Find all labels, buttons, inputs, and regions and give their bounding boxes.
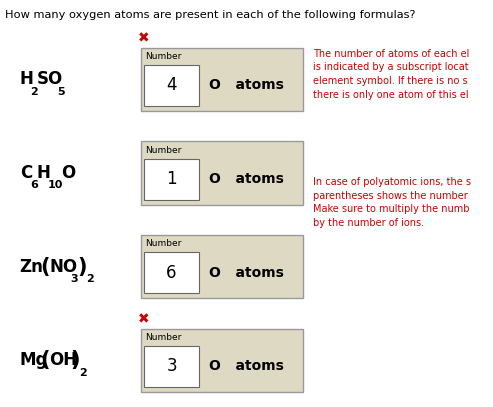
Text: ): ) (70, 350, 79, 370)
Text: Zn: Zn (20, 258, 43, 276)
Text: 5: 5 (58, 87, 65, 97)
Text: 2: 2 (30, 87, 38, 97)
Text: ✖: ✖ (138, 313, 150, 326)
FancyBboxPatch shape (141, 235, 303, 298)
Text: Number: Number (145, 146, 182, 155)
FancyBboxPatch shape (141, 329, 303, 392)
Text: 3: 3 (166, 357, 177, 375)
Text: 6: 6 (166, 264, 177, 282)
FancyBboxPatch shape (141, 48, 303, 111)
Text: O   atoms: O atoms (209, 79, 283, 92)
FancyBboxPatch shape (144, 252, 199, 293)
Text: C: C (20, 164, 32, 182)
FancyBboxPatch shape (144, 346, 199, 387)
Text: (: ( (40, 350, 50, 370)
Text: 3: 3 (70, 274, 77, 284)
Text: 2: 2 (86, 274, 94, 284)
Text: Mg: Mg (20, 351, 48, 369)
Text: H: H (20, 70, 34, 88)
Text: O   atoms: O atoms (209, 359, 283, 373)
Text: Number: Number (145, 52, 182, 61)
FancyBboxPatch shape (144, 65, 199, 106)
Text: NO: NO (49, 258, 77, 276)
FancyBboxPatch shape (144, 159, 199, 200)
Text: In case of polyatomic ions, the s
parentheses shows the number
Make sure to mult: In case of polyatomic ions, the s parent… (313, 177, 471, 228)
Text: Number: Number (145, 239, 182, 248)
Text: (: ( (40, 256, 50, 277)
Text: H: H (37, 164, 51, 182)
Text: ✖: ✖ (138, 32, 150, 46)
Text: 10: 10 (47, 180, 63, 190)
Text: O   atoms: O atoms (209, 266, 283, 280)
Text: OH: OH (49, 351, 77, 369)
Text: How many oxygen atoms are present in each of the following formulas?: How many oxygen atoms are present in eac… (5, 10, 416, 20)
FancyBboxPatch shape (141, 142, 303, 205)
Text: The number of atoms of each el
is indicated by a subscript locat
element symbol.: The number of atoms of each el is indica… (313, 49, 469, 100)
Text: Number: Number (145, 333, 182, 342)
Text: SO: SO (37, 70, 63, 88)
Text: 1: 1 (166, 170, 177, 188)
Text: 6: 6 (30, 180, 38, 190)
Text: O: O (61, 164, 75, 182)
Text: 2: 2 (79, 368, 87, 378)
Text: O   atoms: O atoms (209, 172, 283, 186)
Text: ): ) (77, 256, 86, 277)
Text: 4: 4 (166, 77, 177, 94)
